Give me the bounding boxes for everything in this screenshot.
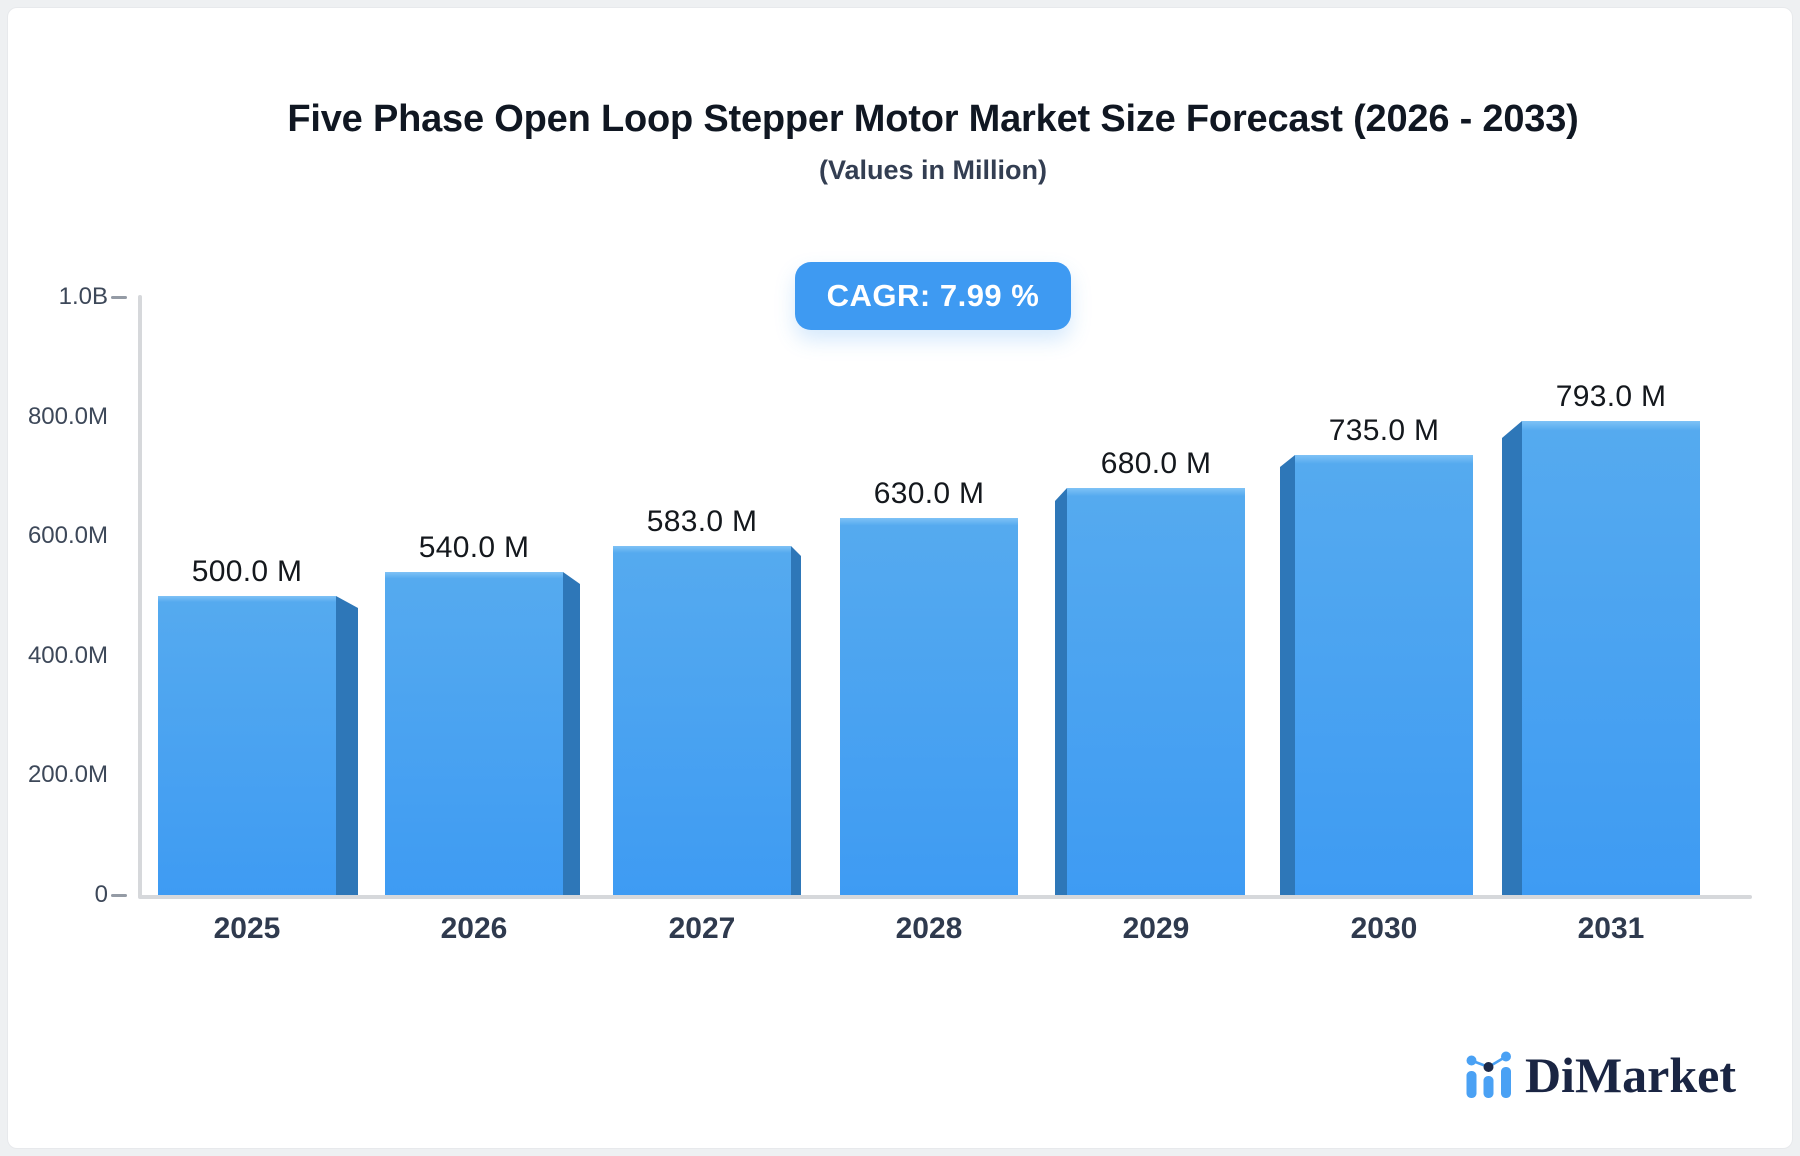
- bar-2029: [1055, 488, 1245, 897]
- bar-2027: [613, 546, 801, 897]
- bar-front-face: [613, 546, 791, 897]
- logo-dot: [1466, 1055, 1477, 1066]
- bar-front-face: [840, 518, 1018, 897]
- y-axis-label: 600.0M: [27, 522, 108, 549]
- chart-title: Five Phase Open Loop Stepper Motor Marke…: [287, 98, 1579, 140]
- logo-bar: [1483, 1076, 1494, 1098]
- bar-2030: [1280, 455, 1473, 897]
- bar-value-label: 630.0 M: [873, 477, 985, 510]
- chart-card: Five Phase Open Loop Stepper Motor Marke…: [7, 7, 1793, 1149]
- y-axis-label: 800.0M: [27, 403, 108, 430]
- bar-value-label: 735.0 M: [1328, 414, 1440, 447]
- bar-value-label: 540.0 M: [418, 531, 530, 564]
- cagr-badge-wrap: CAGR: 7.99 %: [128, 262, 1738, 330]
- cagr-badge: CAGR: 7.99 %: [794, 262, 1072, 330]
- x-axis-label: 2030: [1350, 912, 1418, 945]
- bar-front-face: [1067, 488, 1245, 897]
- logo-dot: [1483, 1062, 1494, 1072]
- x-axis-label: 2025: [213, 912, 281, 945]
- y-axis-label: 1.0B: [58, 283, 108, 310]
- bar-front-face: [1522, 421, 1700, 897]
- logo-dot: [1500, 1051, 1511, 1062]
- x-axis-label: 2028: [895, 912, 963, 945]
- x-axis-label: 2026: [440, 912, 508, 945]
- bar-front-face: [385, 572, 563, 897]
- chart-subtitle: (Values in Million): [818, 155, 1048, 185]
- y-axis-label: 400.0M: [27, 642, 108, 669]
- bar-value-label: 793.0 M: [1555, 380, 1667, 413]
- logo-text: DiMarket: [1524, 1047, 1736, 1103]
- bar-side-face: [563, 572, 580, 897]
- dimarket-logo: DiMarket: [1466, 1046, 1736, 1104]
- bar-front-face: [1295, 455, 1473, 897]
- y-axis-label: 0: [94, 881, 108, 908]
- bar-2025: [158, 596, 358, 897]
- bar-side-face: [1280, 455, 1295, 897]
- x-axis-baseline: [138, 895, 1752, 899]
- bar-2031: [1502, 421, 1700, 897]
- bar-2026: [385, 572, 580, 897]
- bar-side-face: [336, 596, 358, 897]
- bar-side-face: [791, 546, 801, 897]
- x-axis-label: 2027: [668, 912, 736, 945]
- logo-bar: [1466, 1071, 1477, 1098]
- bar-2028: [840, 518, 1018, 897]
- bar-value-label: 500.0 M: [191, 555, 303, 588]
- bar-value-label: 680.0 M: [1100, 447, 1212, 480]
- bar-front-face: [158, 596, 336, 897]
- bar-side-face: [1502, 421, 1522, 897]
- y-axis-tick: [111, 296, 127, 299]
- bar-value-label: 583.0 M: [646, 505, 758, 538]
- bar-side-face: [1055, 488, 1067, 897]
- y-axis-line: [138, 295, 142, 898]
- x-axis-label: 2029: [1122, 912, 1190, 945]
- y-axis-label: 200.0M: [27, 761, 108, 788]
- logo-bar-chart-icon: [1466, 1051, 1511, 1098]
- logo-bar: [1500, 1067, 1511, 1098]
- x-axis-label: 2031: [1577, 912, 1645, 945]
- y-axis-tick: [111, 894, 127, 897]
